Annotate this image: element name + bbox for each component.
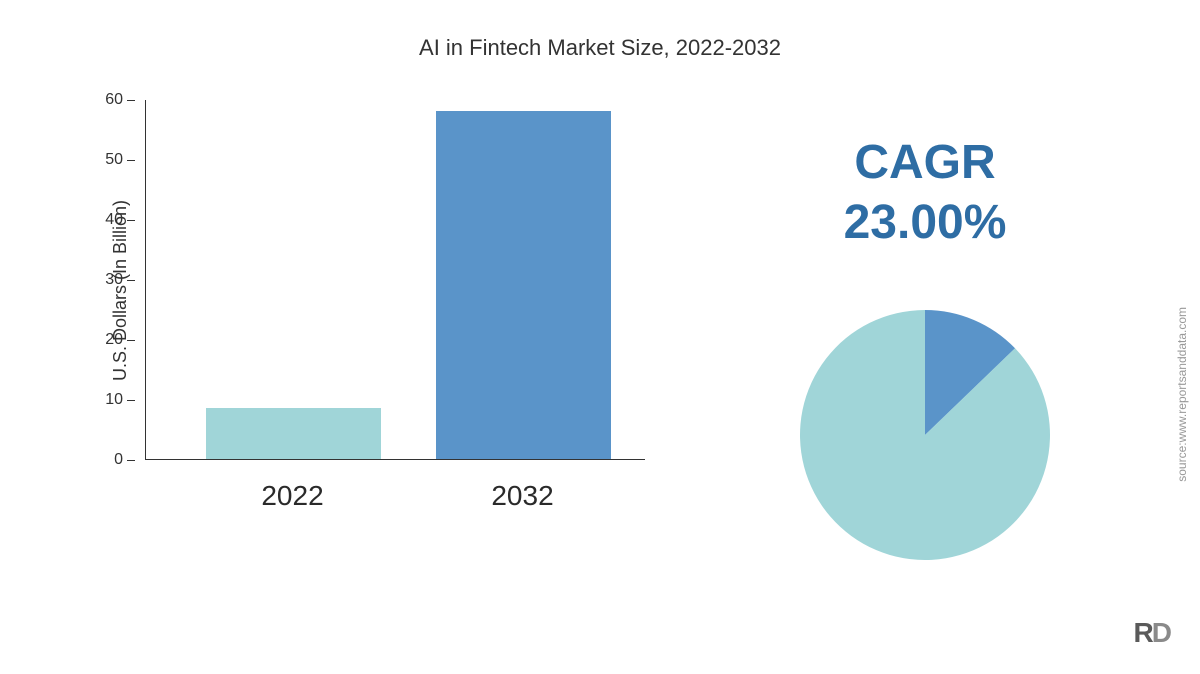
pie-chart — [800, 310, 1050, 560]
source-attribution: source:www.reportsanddata.com — [1175, 307, 1189, 482]
cagr-value: 23.00% — [750, 195, 1100, 250]
logo: RD — [1134, 617, 1170, 649]
logo-d: D — [1152, 617, 1170, 648]
y-tick-label: 10 — [105, 391, 123, 409]
y-tick-mark — [127, 280, 135, 281]
y-tick-mark — [127, 400, 135, 401]
y-tick-mark — [127, 340, 135, 341]
chart-title: AI in Fintech Market Size, 2022-2032 — [0, 0, 1200, 61]
y-tick-label: 20 — [105, 331, 123, 349]
y-tick-label: 60 — [105, 91, 123, 109]
y-tick-label: 0 — [114, 451, 123, 469]
bar — [436, 111, 611, 459]
pie-svg — [800, 310, 1050, 560]
x-axis-label: 2022 — [261, 480, 323, 512]
bar — [206, 408, 381, 459]
y-tick-mark — [127, 460, 135, 461]
x-axis-label: 2032 — [491, 480, 553, 512]
chart-container: AI in Fintech Market Size, 2022-2032 U.S… — [0, 0, 1200, 674]
y-tick-label: 50 — [105, 151, 123, 169]
y-tick-mark — [127, 100, 135, 101]
bar-chart-area: U.S. Dollars (In Billion) 0102030405060 … — [145, 100, 645, 520]
y-tick-mark — [127, 220, 135, 221]
y-tick-label: 30 — [105, 271, 123, 289]
logo-r: R — [1134, 617, 1152, 648]
y-tick-label: 40 — [105, 211, 123, 229]
bar-plot — [145, 100, 645, 460]
y-tick-mark — [127, 160, 135, 161]
cagr-label: CAGR — [750, 135, 1100, 190]
cagr-section: CAGR 23.00% — [750, 135, 1100, 250]
